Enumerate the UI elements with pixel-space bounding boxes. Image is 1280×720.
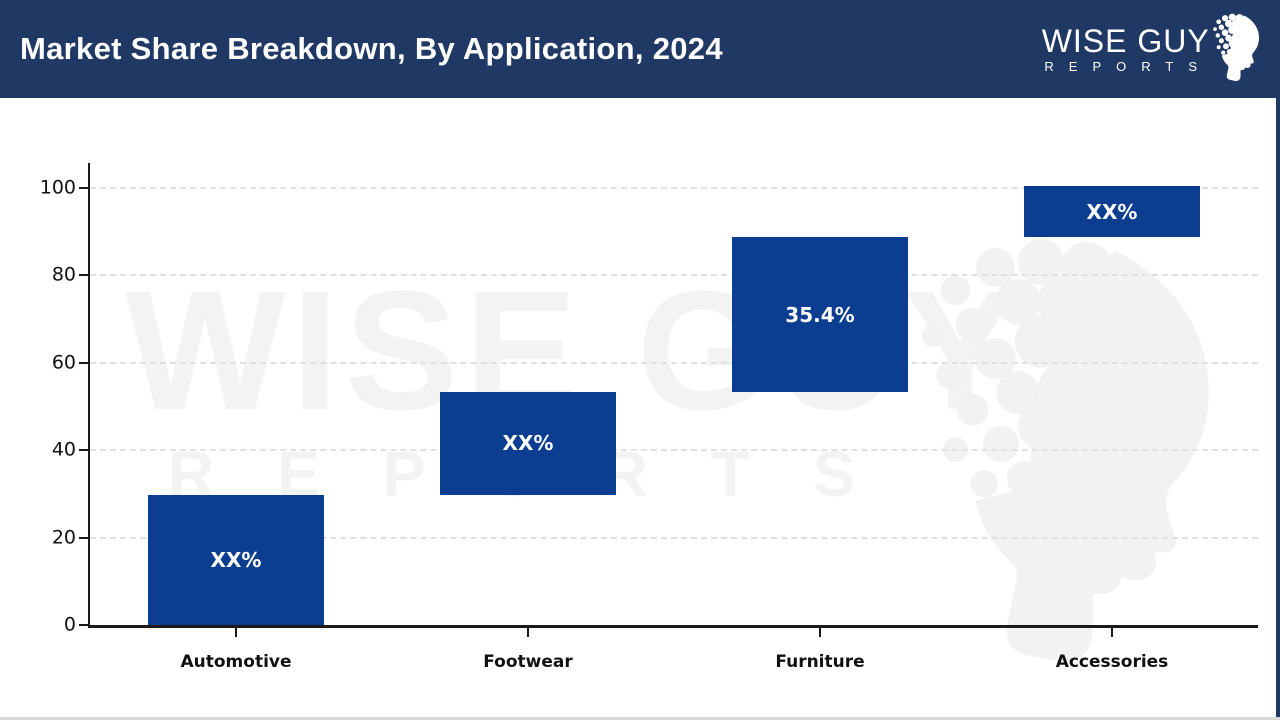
y-tick-label: 80 (51, 263, 76, 286)
y-tick-mark (79, 361, 88, 364)
logo-subtitle: REPORTS (1044, 59, 1212, 74)
x-category-label: Furniture (775, 652, 865, 672)
y-tick-label: 100 (39, 176, 76, 198)
y-tick-mark (79, 536, 88, 539)
bottom-edge-strip (0, 717, 1280, 720)
x-tick-mark (1111, 628, 1113, 637)
y-tick-mark (79, 274, 88, 276)
bar-accessories: XX% (1024, 186, 1200, 238)
x-category-label: Footwear (483, 652, 573, 672)
bar-value-label: XX% (210, 547, 262, 572)
logo-text: WISE GUY REPORTS (1039, 25, 1212, 73)
x-tick-mark (235, 628, 237, 637)
gridline-80 (90, 274, 1258, 276)
wise-guy-face-icon (1213, 13, 1260, 82)
y-tick-mark (79, 186, 88, 189)
bar-footwear: XX% (440, 392, 616, 495)
y-tick-label: 20 (51, 526, 76, 548)
bar-automotive: XX% (148, 494, 324, 625)
plot-area: 0 20 40 60 80 100 XX% Automotive XX% Footwear 35.4… (40, 163, 1258, 672)
y-tick-mark (79, 624, 88, 626)
gridline-60 (90, 361, 1258, 364)
x-category-label: Automotive (180, 652, 292, 672)
gridline-40 (90, 449, 1258, 451)
x-category-label: Accessories (1055, 652, 1169, 672)
gridline-100 (90, 186, 1258, 189)
right-edge-strip (1276, 0, 1280, 717)
gridline-20 (90, 536, 1258, 539)
bar-value-label: XX% (502, 431, 554, 456)
y-tick-mark (79, 449, 88, 451)
x-tick-mark (819, 628, 821, 637)
x-tick-mark (527, 628, 529, 637)
y-tick-label: 60 (51, 351, 76, 373)
bar-furniture: 35.4% (732, 237, 908, 393)
bar-value-label: 35.4% (785, 302, 855, 327)
wise-guy-logo: WISE GUY REPORTS (1039, 10, 1264, 88)
chart-canvas: WISE GUY REPORTS 020406080100XX%Automoti… (0, 98, 1280, 720)
y-tick-label: 40 (51, 438, 76, 461)
header: Market Share Breakdown, By Application, … (0, 0, 1280, 98)
logo-wordmark: WISE GUY (1041, 23, 1210, 59)
page-title: Market Share Breakdown, By Application, … (20, 31, 723, 66)
y-tick-label: 0 (63, 613, 76, 636)
bar-value-label: XX% (1086, 199, 1138, 224)
